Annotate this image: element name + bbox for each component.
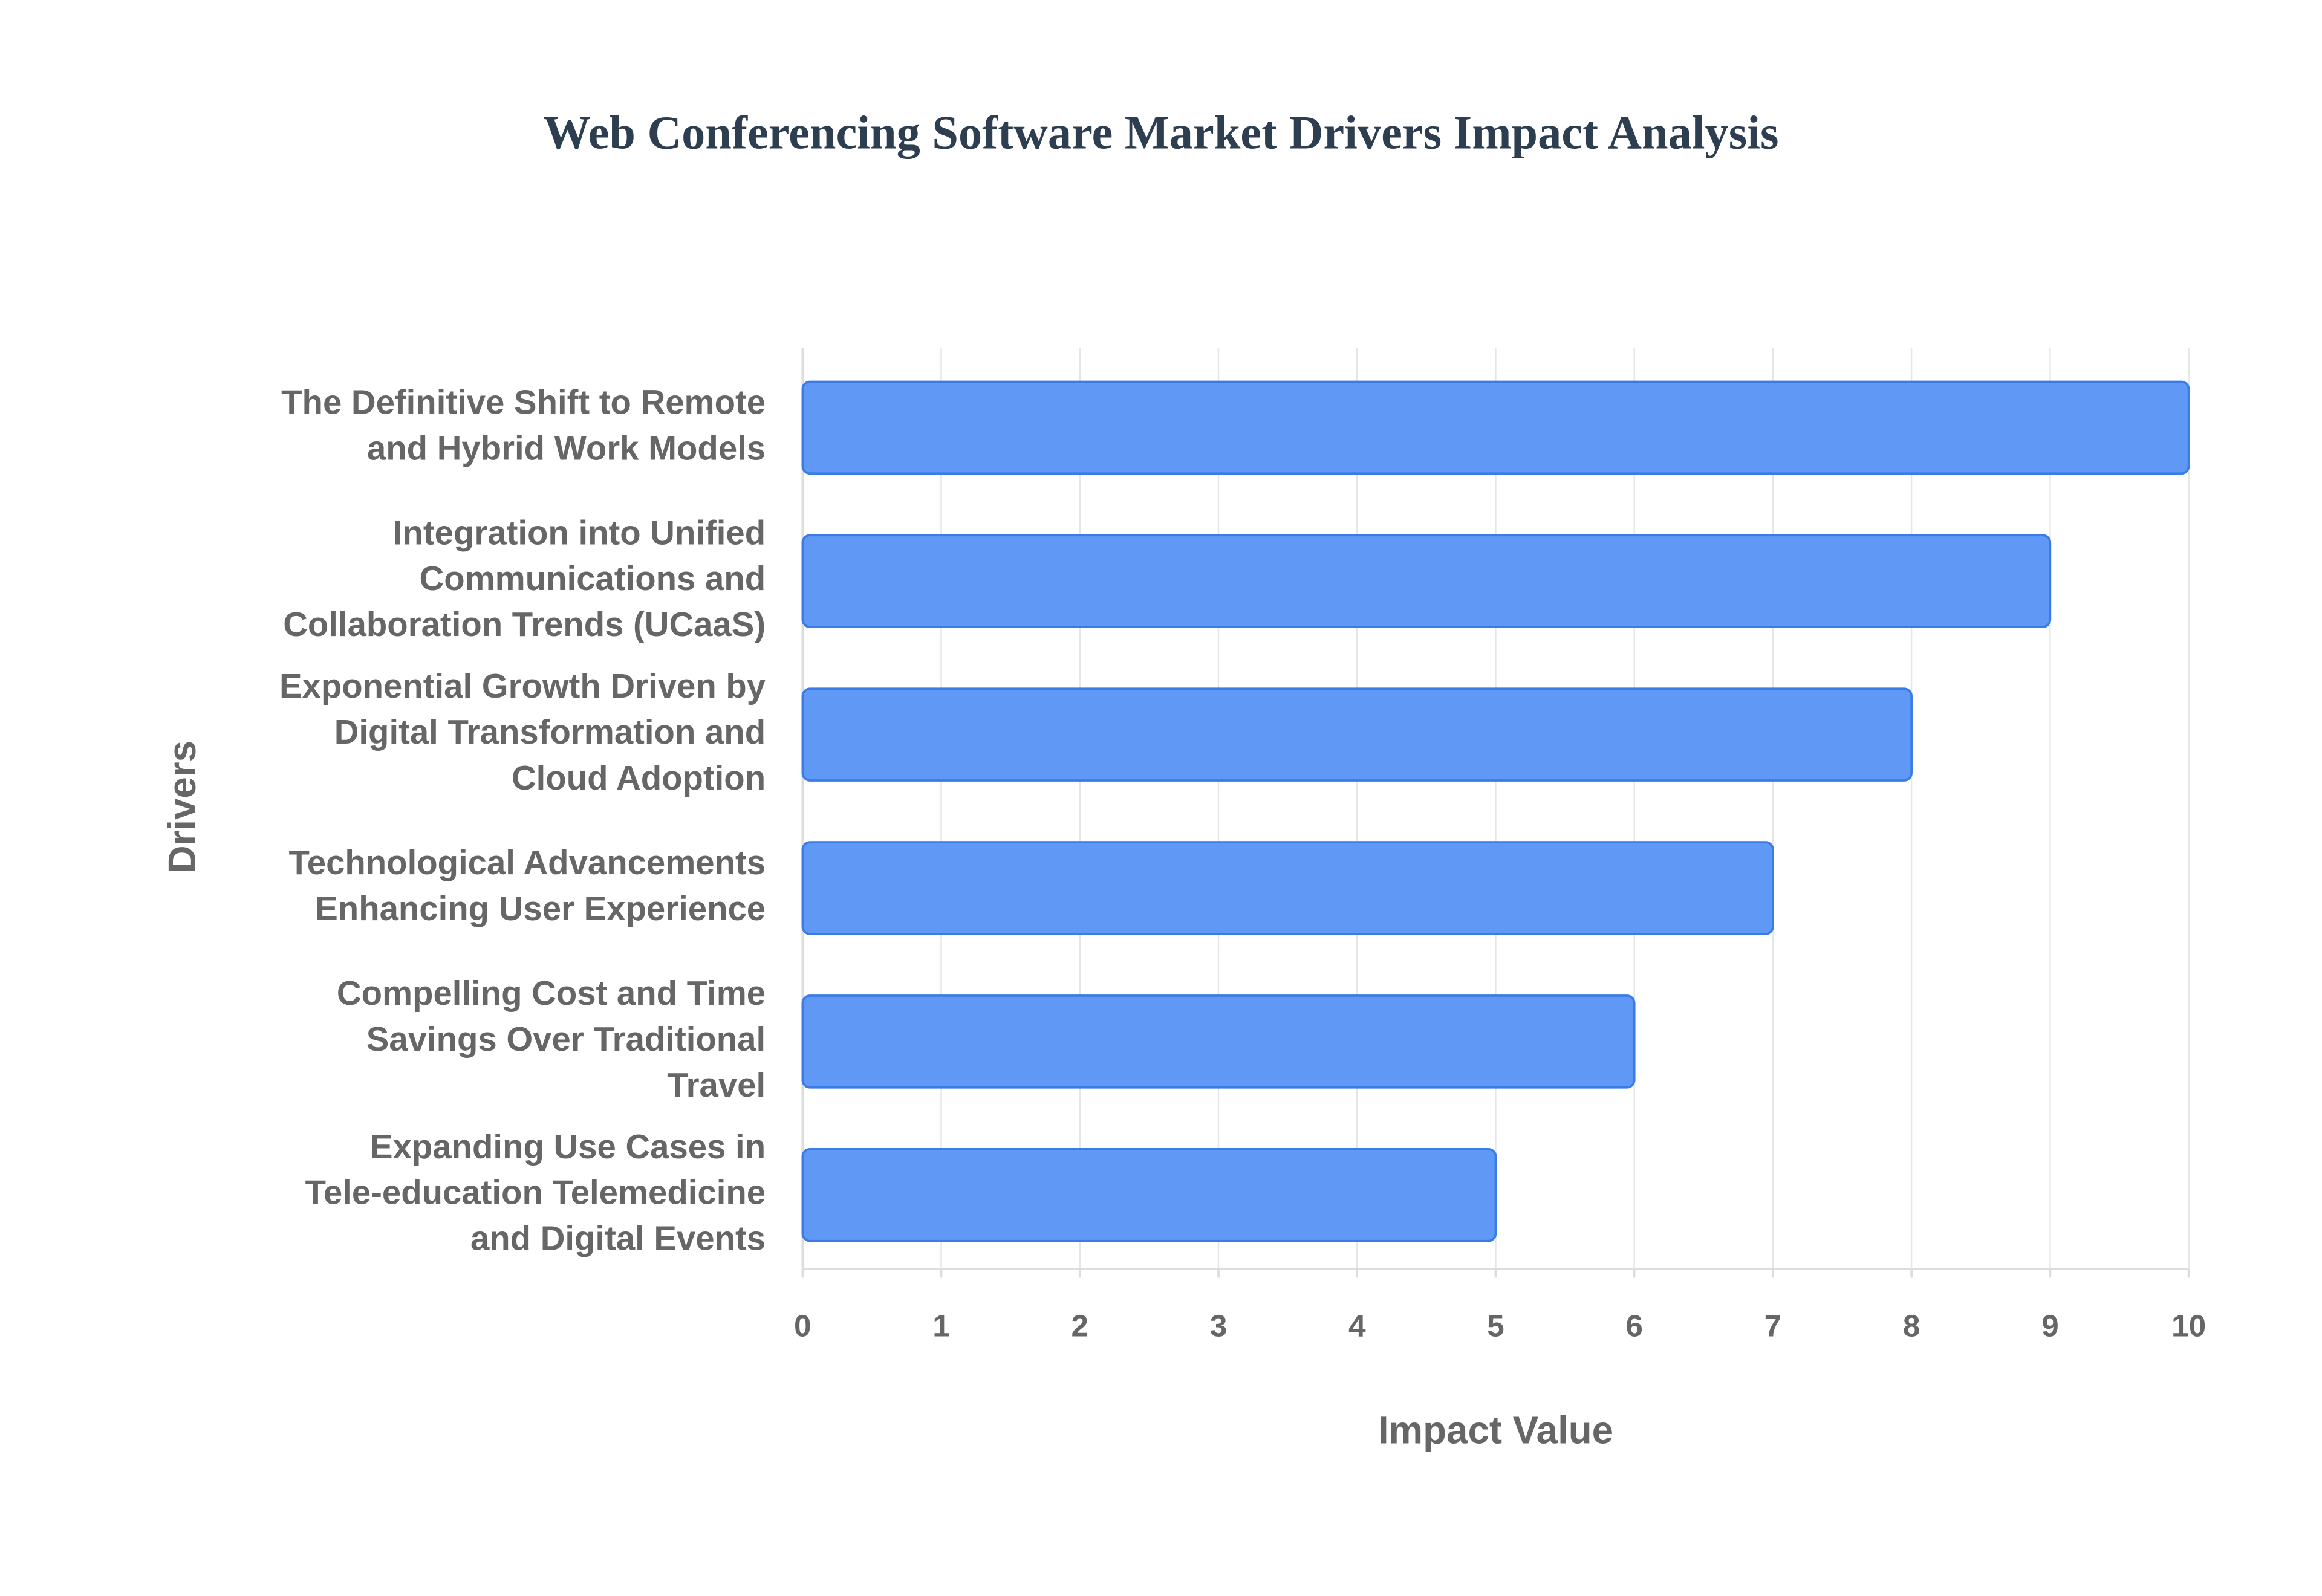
y-tick-label: Integration into Unified Communications a… <box>283 513 766 643</box>
x-tick-label: 4 <box>1348 1308 1366 1343</box>
bar <box>801 994 1636 1089</box>
y-tick-label: Exponential Growth Driven by Digital Tran… <box>279 667 766 797</box>
x-tick-label: 9 <box>2041 1308 2059 1343</box>
x-tick-label: 10 <box>2171 1308 2206 1343</box>
x-tick-label: 6 <box>1625 1308 1643 1343</box>
y-tick-label: Compelling Cost and Time Savings Over Tra… <box>337 974 766 1104</box>
y-axis-title: Drivers <box>161 741 204 873</box>
chart-title: Web Conferencing Software Market Drivers… <box>544 106 1779 159</box>
y-tick-label: Technological Advancements Enhancing User… <box>289 843 766 927</box>
x-axis-title: Impact Value <box>1378 1409 1613 1452</box>
x-tick-label: 1 <box>932 1308 950 1343</box>
bar <box>801 687 1913 782</box>
bar <box>801 1147 1497 1242</box>
x-tick-label: 0 <box>794 1308 811 1343</box>
x-tick-label: 5 <box>1487 1308 1504 1343</box>
x-tick-label: 7 <box>1764 1308 1782 1343</box>
bar <box>801 534 2052 628</box>
y-tick-label: Expanding Use Cases in Tele-education Tel… <box>305 1127 766 1257</box>
bar <box>801 380 2190 475</box>
bar <box>801 841 1774 935</box>
x-tick-label: 2 <box>1071 1308 1088 1343</box>
x-tick-label: 3 <box>1210 1308 1228 1343</box>
x-tick-label: 8 <box>1903 1308 1920 1343</box>
y-tick-label: The Definitive Shift to Remote and Hybrid… <box>281 383 766 467</box>
